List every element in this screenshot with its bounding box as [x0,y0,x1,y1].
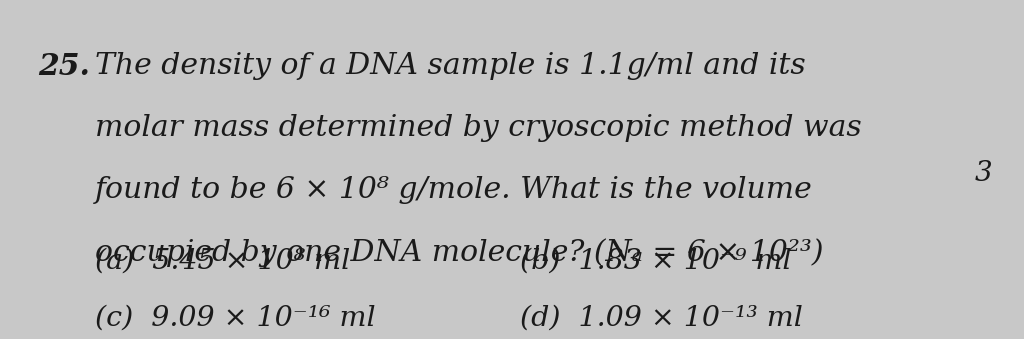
Text: (c)  9.09 × 10⁻¹⁶ ml: (c) 9.09 × 10⁻¹⁶ ml [95,305,376,332]
Text: (b)  1.83 × 10⁻⁹ ml: (b) 1.83 × 10⁻⁹ ml [520,248,792,275]
Text: found to be 6 × 10⁸ g/mole. What is the volume: found to be 6 × 10⁸ g/mole. What is the … [95,176,813,204]
Text: (d)  1.09 × 10⁻¹³ ml: (d) 1.09 × 10⁻¹³ ml [520,305,803,332]
Text: molar mass determined by cryoscopic method was: molar mass determined by cryoscopic meth… [95,114,862,142]
Text: (a)  5.45 × 10⁸ ml: (a) 5.45 × 10⁸ ml [95,248,350,275]
Text: 25.: 25. [38,52,90,81]
Text: The density of a DNA sample is 1.1g/ml and its: The density of a DNA sample is 1.1g/ml a… [95,52,806,80]
Text: occupied by one DNA molecule? (Nₐ = 6 × 10²³): occupied by one DNA molecule? (Nₐ = 6 × … [95,238,823,267]
Text: 3: 3 [975,160,992,187]
